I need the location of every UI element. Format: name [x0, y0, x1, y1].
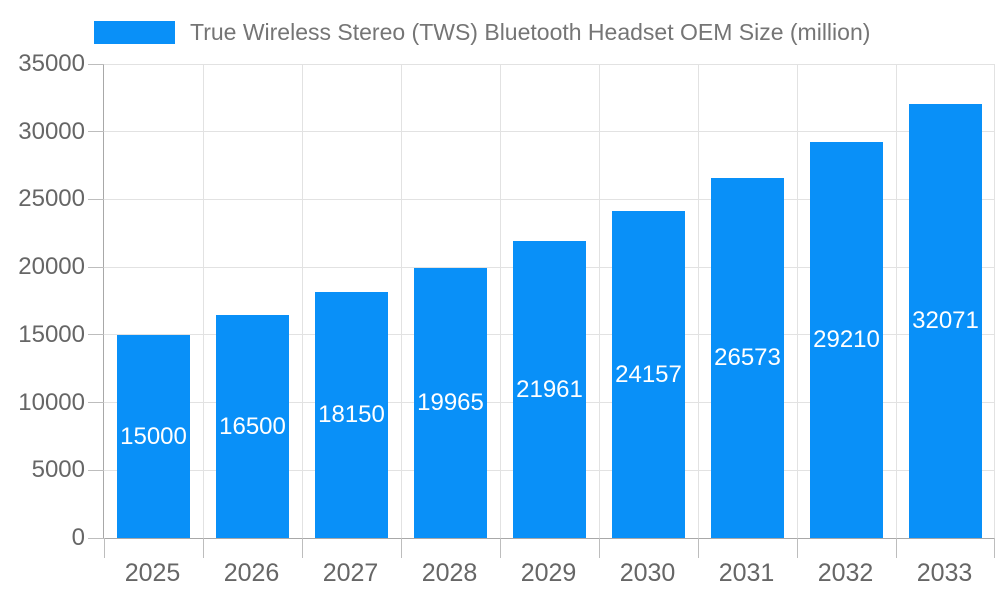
bar-2029: 21961: [513, 241, 586, 538]
h-gridline: [104, 63, 995, 65]
x-axis-tick: [697, 538, 699, 558]
x-axis-category-label: 2030: [619, 559, 676, 587]
y-axis-tick: [88, 198, 104, 200]
x-axis-category-label: 2026: [223, 559, 280, 587]
bar-value-label: 18150: [318, 401, 385, 428]
h-gridline: [104, 198, 995, 200]
bar-2025: 15000: [117, 335, 190, 538]
y-axis-tick: [88, 266, 104, 268]
y-axis-tick-label: 25000: [18, 185, 85, 213]
y-axis-tick: [88, 334, 104, 336]
y-axis-tick: [88, 469, 104, 471]
x-axis-tick: [796, 538, 798, 558]
bar-2033: 32071: [909, 104, 982, 538]
v-gridline: [301, 64, 303, 538]
bar-value-label: 21961: [516, 375, 583, 403]
x-axis-tick: [103, 538, 105, 558]
bar-2028: 19965: [414, 268, 487, 538]
x-axis-tick: [301, 538, 303, 558]
y-axis-tick-label: 35000: [18, 50, 85, 77]
bar-value-label: 15000: [120, 422, 187, 450]
bar-value-label: 32071: [912, 307, 979, 334]
y-axis-tick-label: 5000: [31, 456, 85, 484]
x-axis-tick: [499, 538, 501, 558]
v-gridline: [993, 64, 995, 538]
v-gridline: [796, 64, 798, 538]
bar-value-label: 26573: [714, 344, 781, 371]
x-axis-category-label: 2029: [520, 559, 577, 587]
y-axis-tick-label: 10000: [18, 388, 85, 416]
x-axis-category-label: 2032: [817, 559, 874, 587]
bar-value-label: 29210: [813, 326, 880, 353]
x-axis-category-label: 2028: [421, 559, 478, 587]
x-axis-category-label: 2033: [916, 559, 973, 587]
v-gridline: [202, 64, 204, 538]
legend: True Wireless Stereo (TWS) Bluetooth Hea…: [94, 20, 870, 44]
x-axis-tick: [598, 538, 600, 558]
v-gridline: [499, 64, 501, 538]
bar-2026: 16500: [216, 315, 289, 538]
y-axis-tick: [88, 537, 104, 539]
h-gridline: [104, 131, 995, 133]
bar-2030: 24157: [612, 211, 685, 538]
plot-area: 15000 16500 18150 19965 21961 24157 26573 29210…: [88, 63, 995, 558]
x-axis-category-label: 2031: [718, 559, 775, 587]
x-axis-category-label: 2025: [124, 559, 181, 587]
y-axis-tick: [88, 131, 104, 133]
bar-2032: 29210: [810, 142, 883, 538]
x-axis-tick: [202, 538, 204, 558]
y-axis-tick-label: 20000: [18, 253, 85, 281]
y-axis-tick-label: 30000: [18, 117, 85, 145]
bar-value-label: 16500: [219, 412, 286, 440]
y-axis: 0 5000 10000 15000 20000 25000 30000 35000: [0, 50, 85, 551]
v-gridline: [598, 64, 600, 538]
x-axis: 2025 2026 2027 2028 2029 2030 2031 2032 2033: [103, 556, 994, 590]
y-axis-tick: [88, 402, 104, 404]
legend-swatch: [94, 20, 175, 44]
bar-value-label: 24157: [615, 360, 682, 388]
v-gridline: [895, 64, 897, 538]
legend-label: True Wireless Stereo (TWS) Bluetooth Hea…: [190, 19, 871, 45]
y-axis-tick-label: 0: [71, 524, 85, 551]
y-axis-tick: [88, 63, 104, 65]
v-gridline: [400, 64, 402, 538]
x-axis-tick: [993, 538, 995, 558]
bar-value-label: 19965: [417, 389, 484, 416]
bar-2027: 18150: [315, 292, 388, 538]
x-axis-category-label: 2027: [322, 559, 379, 587]
bar-2031: 26573: [711, 178, 784, 538]
y-axis-tick-label: 15000: [18, 320, 85, 348]
v-gridline: [697, 64, 699, 538]
x-axis-tick: [895, 538, 897, 558]
x-axis-tick: [400, 538, 402, 558]
